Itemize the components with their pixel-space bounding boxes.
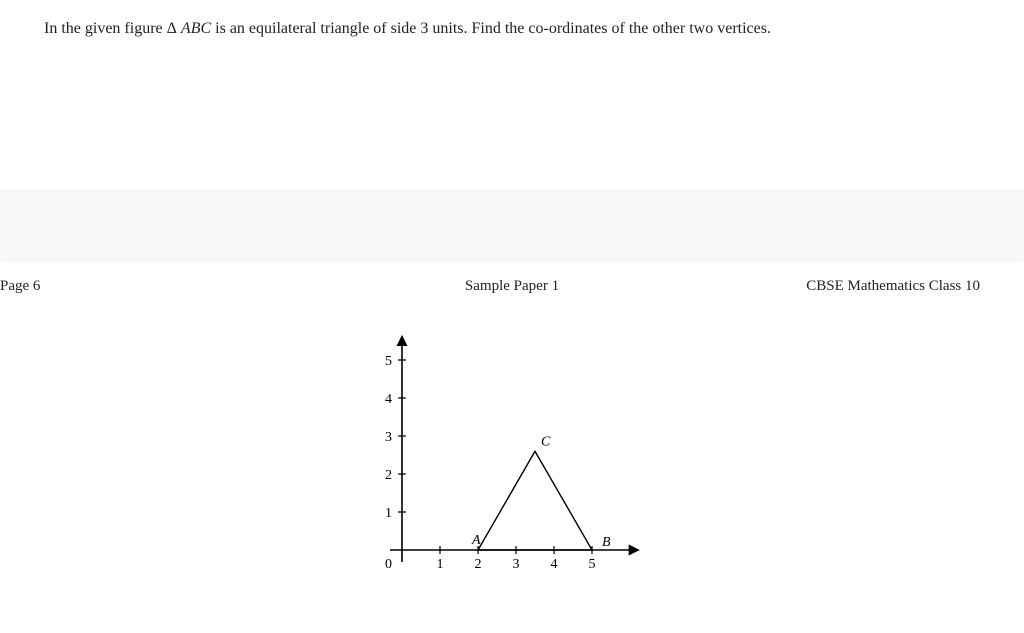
y-tick-label: 1 [385,506,392,521]
vertex-label-a: A [471,533,481,548]
origin-label: 0 [385,557,392,572]
y-tick-label: 2 [385,468,392,483]
x-tick-label: 1 [437,557,444,572]
question-text: In the given figure Δ ABC is an equilate… [44,18,980,40]
coordinate-diagram: 1 2 3 4 5 1 2 3 4 5 0 A B C [0,320,1024,595]
board-class-label: CBSE Mathematics Class 10 [806,278,980,295]
footer-row: Page 6 Sample Paper 1 CBSE Mathematics C… [0,278,1024,302]
triangle-label: ABC [181,20,211,37]
separator-band [0,190,1024,260]
x-tick-label: 5 [589,557,596,572]
y-tick-label: 5 [385,354,392,369]
page: In the given figure Δ ABC is an equilate… [0,0,1024,633]
triangle-symbol: Δ [167,20,177,37]
x-tick-label: 2 [475,557,482,572]
triangle-abc [478,451,592,550]
y-tick-label: 3 [385,430,392,445]
x-tick-label: 3 [513,557,520,572]
vertex-label-b: B [602,535,611,550]
y-tick-label: 4 [385,392,392,407]
question-rest: is an equilateral triangle of side 3 uni… [215,20,771,37]
x-tick-label: 4 [551,557,558,572]
question-prefix: In the given figure [44,20,167,37]
coordinate-svg: 1 2 3 4 5 1 2 3 4 5 0 A B C [352,320,672,590]
vertex-label-c: C [541,434,551,449]
